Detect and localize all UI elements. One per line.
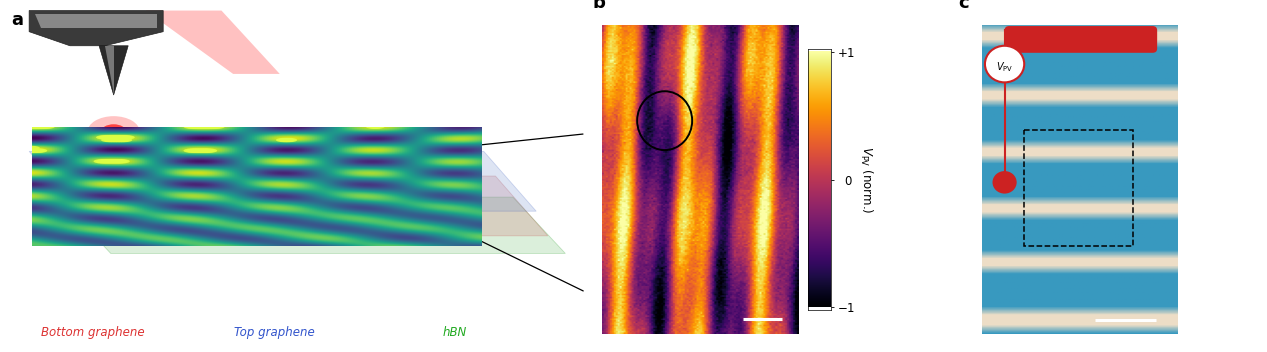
Circle shape	[114, 138, 129, 142]
Circle shape	[99, 159, 115, 163]
Circle shape	[117, 138, 132, 142]
Circle shape	[32, 149, 47, 153]
Circle shape	[109, 135, 124, 139]
Text: c: c	[958, 0, 969, 12]
Polygon shape	[35, 14, 157, 28]
Circle shape	[114, 135, 129, 139]
Circle shape	[186, 125, 203, 129]
Circle shape	[207, 125, 222, 129]
Circle shape	[117, 135, 132, 139]
Polygon shape	[105, 46, 114, 95]
Circle shape	[204, 125, 219, 129]
Circle shape	[111, 138, 127, 142]
Polygon shape	[29, 151, 536, 211]
Text: Top graphene: Top graphene	[233, 326, 314, 339]
Circle shape	[366, 125, 383, 129]
Circle shape	[106, 138, 122, 142]
Circle shape	[189, 125, 205, 129]
Circle shape	[199, 125, 214, 129]
Circle shape	[111, 135, 127, 139]
Circle shape	[32, 125, 47, 129]
Circle shape	[38, 125, 54, 129]
Circle shape	[109, 129, 118, 135]
Circle shape	[196, 149, 212, 153]
Circle shape	[369, 125, 385, 129]
Text: Bottom graphene: Bottom graphene	[42, 326, 144, 339]
Circle shape	[111, 159, 127, 163]
Circle shape	[87, 116, 139, 148]
Circle shape	[99, 135, 115, 139]
Circle shape	[106, 159, 122, 163]
Circle shape	[101, 138, 118, 142]
Circle shape	[199, 149, 214, 153]
Circle shape	[96, 159, 113, 163]
Polygon shape	[41, 176, 547, 236]
Circle shape	[184, 149, 200, 153]
Circle shape	[191, 125, 208, 129]
Text: $V_\mathregular{PV}$ (norm.): $V_\mathregular{PV}$ (norm.)	[858, 146, 874, 213]
Circle shape	[104, 138, 120, 142]
Circle shape	[27, 149, 42, 153]
Circle shape	[24, 149, 39, 153]
Circle shape	[101, 159, 118, 163]
Circle shape	[35, 125, 52, 129]
Text: a: a	[11, 11, 24, 29]
Circle shape	[194, 125, 210, 129]
Circle shape	[114, 159, 129, 163]
Polygon shape	[58, 197, 565, 253]
Circle shape	[104, 159, 120, 163]
Circle shape	[196, 125, 212, 129]
Circle shape	[281, 138, 298, 142]
Circle shape	[209, 125, 224, 129]
Circle shape	[119, 135, 134, 139]
Polygon shape	[99, 46, 128, 95]
Circle shape	[101, 124, 127, 140]
Circle shape	[109, 159, 124, 163]
Text: hBN: hBN	[442, 326, 466, 339]
Circle shape	[279, 138, 295, 142]
Circle shape	[992, 171, 1016, 194]
Circle shape	[24, 125, 39, 129]
Circle shape	[109, 138, 124, 142]
Circle shape	[33, 125, 49, 129]
Circle shape	[24, 146, 39, 150]
Circle shape	[104, 135, 120, 139]
Circle shape	[29, 149, 44, 153]
Circle shape	[189, 149, 205, 153]
FancyBboxPatch shape	[1005, 26, 1157, 53]
Circle shape	[984, 46, 1024, 82]
Circle shape	[186, 149, 203, 153]
Circle shape	[101, 135, 118, 139]
Text: $V_\mathregular{PV}$: $V_\mathregular{PV}$	[996, 60, 1014, 74]
Circle shape	[96, 135, 113, 139]
Polygon shape	[29, 11, 163, 46]
Circle shape	[27, 125, 42, 129]
Circle shape	[194, 149, 210, 153]
Circle shape	[94, 159, 110, 163]
Bar	[1024, 130, 1133, 246]
Polygon shape	[146, 11, 280, 74]
Circle shape	[276, 138, 293, 142]
Circle shape	[184, 125, 200, 129]
Circle shape	[106, 135, 122, 139]
Text: b: b	[592, 0, 604, 12]
Circle shape	[201, 125, 217, 129]
Circle shape	[29, 125, 44, 129]
Circle shape	[191, 149, 208, 153]
Circle shape	[201, 149, 217, 153]
